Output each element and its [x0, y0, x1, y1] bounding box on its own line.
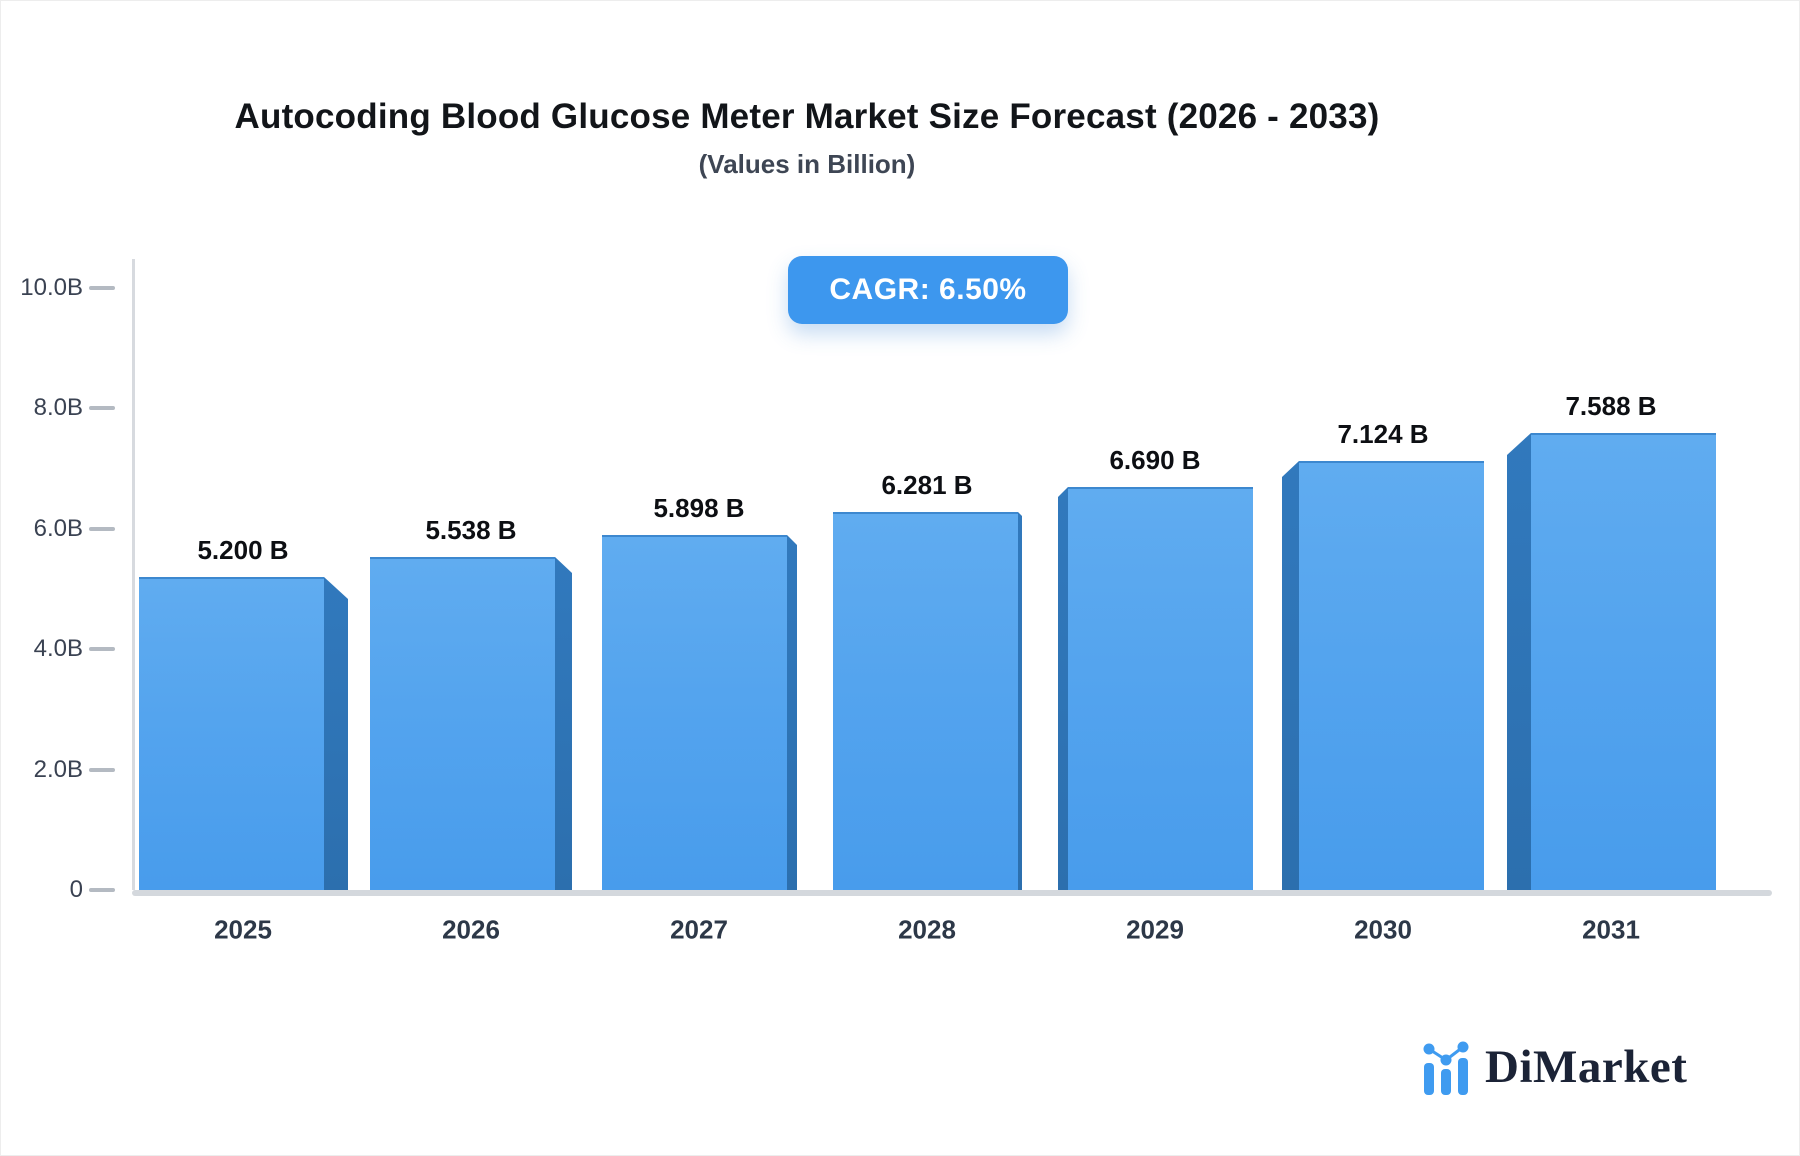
bar-2029[interactable] [1058, 487, 1253, 890]
bar-2025[interactable] [139, 577, 348, 890]
bar-side-3d [1282, 461, 1299, 890]
x-tick-label-2028: 2028 [898, 914, 956, 945]
y-tick-label: 0 [69, 876, 83, 903]
bar-face [139, 577, 324, 890]
mini-bar-line-chart-icon [1423, 1041, 1469, 1095]
bar-side-3d [555, 557, 572, 890]
bar-value-label: 5.538 B [425, 515, 517, 545]
y-tick-mark [89, 526, 115, 531]
x-tick-label-2029: 2029 [1126, 914, 1184, 945]
bar-side-3d [324, 577, 348, 890]
bar-face [1068, 487, 1253, 890]
x-tick-label-2026: 2026 [442, 914, 500, 945]
y-tick-mark [89, 767, 115, 772]
bar-2028[interactable] [833, 512, 1022, 890]
dimarket-logo: DiMarket [1421, 1039, 1687, 1095]
x-axis-baseline [132, 890, 1772, 896]
y-axis-line [132, 259, 135, 890]
chart-title: Autocoding Blood Glucose Meter Market Si… [234, 97, 1380, 136]
y-tick-label: 6.0B [33, 514, 83, 542]
y-tick-label: 2.0B [33, 755, 83, 783]
bar-face [370, 557, 555, 890]
bar-face [833, 512, 1018, 890]
bar-side-3d [1058, 487, 1068, 890]
bar-2030[interactable] [1282, 461, 1484, 890]
bar-face [602, 535, 787, 890]
y-tick-mark [89, 406, 115, 411]
y-tick-mark [89, 647, 115, 652]
y-tick-mark [89, 286, 115, 290]
y-tick-label: 10.0B [20, 274, 83, 301]
y-tick-label: 4.0B [33, 635, 83, 663]
bar-value-label: 6.281 B [881, 470, 973, 500]
bar-2031[interactable] [1507, 433, 1716, 890]
bar-value-label: 7.124 B [1337, 419, 1429, 449]
bar-side-3d [1507, 433, 1531, 890]
bar-value-label: 5.200 B [197, 535, 289, 565]
bar-side-3d [787, 535, 797, 890]
cagr-badge: CAGR: 6.50% [788, 256, 1068, 324]
bar-value-label: 6.690 B [1109, 445, 1201, 475]
dimarket-logo-text: DiMarket [1485, 1041, 1688, 1093]
chart-subtitle: (Values in Billion) [698, 149, 916, 179]
x-tick-label-2031: 2031 [1582, 914, 1640, 945]
x-tick-label-2025: 2025 [214, 914, 272, 945]
bar-2026[interactable] [370, 557, 572, 890]
bar-value-label: 7.588 B [1565, 391, 1657, 421]
bar-side-3d [1018, 512, 1022, 890]
bar-face [1531, 433, 1716, 890]
bar-value-label: 5.898 B [653, 493, 745, 523]
y-tick-label: 8.0B [33, 394, 83, 422]
x-tick-label-2027: 2027 [670, 914, 728, 945]
bar-2027[interactable] [602, 535, 797, 890]
x-tick-label-2030: 2030 [1354, 914, 1412, 945]
bar-face [1299, 461, 1484, 890]
y-tick-mark [89, 888, 115, 892]
